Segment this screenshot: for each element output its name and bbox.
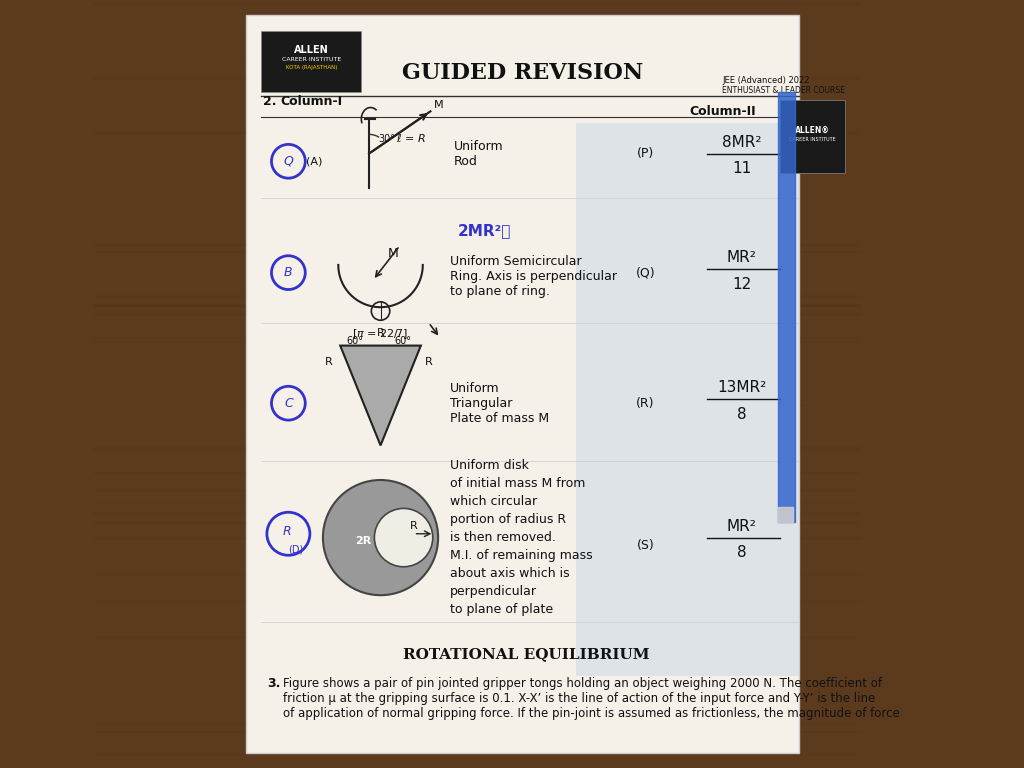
FancyBboxPatch shape bbox=[261, 31, 361, 92]
Text: MR²: MR² bbox=[727, 518, 757, 534]
Text: Uniform
Triangular
Plate of mass M: Uniform Triangular Plate of mass M bbox=[450, 382, 549, 425]
Text: [$\pi$ = 22/7]: [$\pi$ = 22/7] bbox=[352, 327, 409, 341]
Text: 8: 8 bbox=[736, 407, 746, 422]
Text: ALLEN: ALLEN bbox=[294, 45, 329, 55]
Text: GUIDED REVISION: GUIDED REVISION bbox=[402, 62, 643, 84]
Text: (Q): (Q) bbox=[636, 266, 655, 279]
Text: 2MR²Ⓡ: 2MR²Ⓡ bbox=[458, 223, 511, 238]
Circle shape bbox=[375, 508, 433, 567]
Text: 8MR²: 8MR² bbox=[722, 134, 761, 150]
Text: M: M bbox=[388, 247, 399, 260]
FancyBboxPatch shape bbox=[780, 100, 845, 173]
Text: Q: Q bbox=[284, 155, 293, 167]
Text: Uniform disk
of initial mass M from
which circular
portion of radius R
is then r: Uniform disk of initial mass M from whic… bbox=[450, 459, 592, 616]
Circle shape bbox=[323, 480, 438, 595]
Text: R: R bbox=[425, 357, 432, 367]
Text: (P): (P) bbox=[637, 147, 654, 160]
Text: Uniform
Rod: Uniform Rod bbox=[454, 140, 503, 167]
Polygon shape bbox=[340, 346, 421, 445]
Text: CAREER INSTITUTE: CAREER INSTITUTE bbox=[788, 137, 836, 142]
Text: C: C bbox=[284, 397, 293, 409]
Text: Column-II: Column-II bbox=[689, 105, 756, 118]
Text: R: R bbox=[283, 525, 291, 538]
Text: 60°: 60° bbox=[394, 336, 412, 346]
Text: MR²: MR² bbox=[727, 250, 757, 265]
Text: CAREER INSTITUTE: CAREER INSTITUTE bbox=[282, 58, 341, 62]
Text: 13MR²: 13MR² bbox=[717, 380, 766, 396]
Text: 12: 12 bbox=[732, 276, 752, 292]
FancyBboxPatch shape bbox=[246, 15, 799, 753]
Text: (A): (A) bbox=[306, 156, 323, 167]
Text: JEE (Advanced) 2022: JEE (Advanced) 2022 bbox=[722, 76, 810, 85]
Text: 30°: 30° bbox=[378, 134, 395, 144]
Text: M: M bbox=[434, 100, 444, 110]
Text: ROTATIONAL EQUILIBRIUM: ROTATIONAL EQUILIBRIUM bbox=[403, 647, 650, 661]
Text: 3.: 3. bbox=[267, 677, 281, 690]
Text: R: R bbox=[410, 521, 418, 531]
Text: Figure shows a pair of pin jointed gripper tongs holding an object weighing 2000: Figure shows a pair of pin jointed gripp… bbox=[283, 677, 900, 720]
Text: ENTHUSIAST & LEADER COURSE: ENTHUSIAST & LEADER COURSE bbox=[722, 86, 845, 95]
Text: (S): (S) bbox=[637, 539, 654, 551]
Text: Uniform Semicircular
Ring. Axis is perpendicular
to plane of ring.: Uniform Semicircular Ring. Axis is perpe… bbox=[450, 255, 616, 298]
FancyBboxPatch shape bbox=[577, 123, 799, 676]
Text: R: R bbox=[325, 357, 333, 367]
Text: (R): (R) bbox=[636, 397, 654, 409]
Text: $\ell$ = R: $\ell$ = R bbox=[396, 132, 426, 144]
Text: 2.: 2. bbox=[263, 95, 276, 108]
Text: 60°: 60° bbox=[346, 336, 362, 346]
Text: ALLEN®: ALLEN® bbox=[795, 126, 829, 135]
Text: Column-I: Column-I bbox=[281, 95, 343, 108]
Text: KOTA (RAJASTHAN): KOTA (RAJASTHAN) bbox=[286, 65, 337, 70]
Text: R: R bbox=[377, 329, 384, 339]
Text: 11: 11 bbox=[732, 161, 752, 177]
Text: 8: 8 bbox=[736, 545, 746, 561]
Text: (D): (D) bbox=[289, 544, 304, 554]
Text: 2R: 2R bbox=[355, 536, 372, 547]
Text: B: B bbox=[284, 266, 293, 279]
